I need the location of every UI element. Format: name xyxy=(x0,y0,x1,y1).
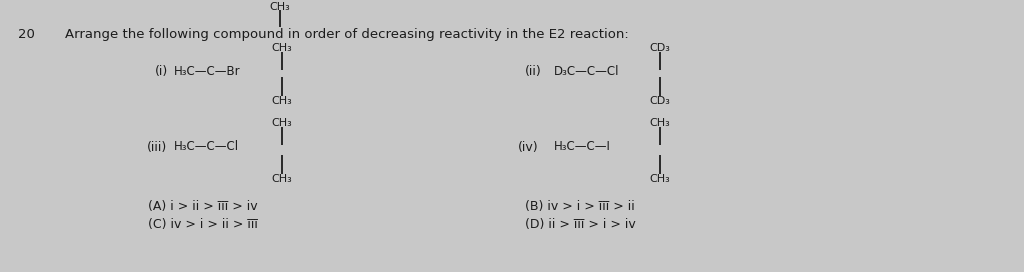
Text: (A) i > ii > īīī > iv: (A) i > ii > īīī > iv xyxy=(148,200,258,213)
Text: (iv): (iv) xyxy=(518,141,539,153)
Text: (B) iv > i > īīī > ii: (B) iv > i > īīī > ii xyxy=(525,200,635,213)
Text: CD₃: CD₃ xyxy=(649,43,671,53)
Text: Arrange the following compound in order of decreasing reactivity in the E2 react: Arrange the following compound in order … xyxy=(65,28,629,41)
Text: (i): (i) xyxy=(155,66,168,79)
Text: H₃C—C—Cl: H₃C—C—Cl xyxy=(174,140,240,153)
Text: CD₃: CD₃ xyxy=(649,96,671,106)
Text: 20: 20 xyxy=(18,28,35,41)
Text: CH₃: CH₃ xyxy=(271,96,293,106)
Text: (iii): (iii) xyxy=(147,141,167,153)
Text: CH₃: CH₃ xyxy=(271,174,293,184)
Text: H₃C—C—I: H₃C—C—I xyxy=(554,140,611,153)
Text: CH₃: CH₃ xyxy=(649,174,671,184)
Text: (D) ii > īīī > i > iv: (D) ii > īīī > i > iv xyxy=(525,218,636,231)
Text: CH₃: CH₃ xyxy=(649,118,671,128)
Text: H₃C—C—Br: H₃C—C—Br xyxy=(174,65,241,78)
Text: (ii): (ii) xyxy=(525,66,542,79)
Text: (C) iv > i > ii > īīī: (C) iv > i > ii > īīī xyxy=(148,218,258,231)
Text: D₃C—C—Cl: D₃C—C—Cl xyxy=(554,65,620,78)
Text: CH₃: CH₃ xyxy=(271,118,293,128)
Text: CH₃: CH₃ xyxy=(271,43,293,53)
Text: CH₃: CH₃ xyxy=(269,2,291,12)
